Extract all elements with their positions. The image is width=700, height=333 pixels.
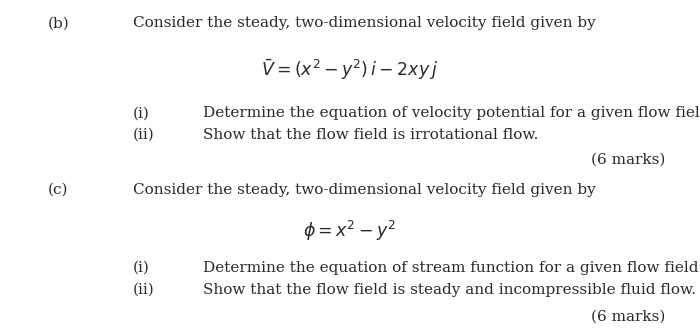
Text: Show that the flow field is irrotational flow.: Show that the flow field is irrotational… (203, 128, 538, 142)
Text: (i): (i) (133, 106, 150, 120)
Text: Determine the equation of velocity potential for a given flow field.: Determine the equation of velocity poten… (203, 106, 700, 120)
Text: $\phi = x^2 - y^2$: $\phi = x^2 - y^2$ (304, 219, 396, 243)
Text: (6 marks): (6 marks) (591, 153, 665, 167)
Text: (ii): (ii) (133, 283, 155, 297)
Text: (b): (b) (48, 16, 69, 30)
Text: (6 marks): (6 marks) (591, 310, 665, 324)
Text: Consider the steady, two-dimensional velocity field given by: Consider the steady, two-dimensional vel… (133, 16, 596, 30)
Text: Consider the steady, two-dimensional velocity field given by: Consider the steady, two-dimensional vel… (133, 183, 596, 197)
Text: $\bar{V} = (x^2 - y^2)\, i - 2xy\, j$: $\bar{V} = (x^2 - y^2)\, i - 2xy\, j$ (262, 58, 438, 82)
Text: (c): (c) (48, 183, 68, 197)
Text: Determine the equation of stream function for a given flow field.: Determine the equation of stream functio… (203, 261, 700, 275)
Text: Show that the flow field is steady and incompressible fluid flow.: Show that the flow field is steady and i… (203, 283, 696, 297)
Text: (ii): (ii) (133, 128, 155, 142)
Text: (i): (i) (133, 261, 150, 275)
